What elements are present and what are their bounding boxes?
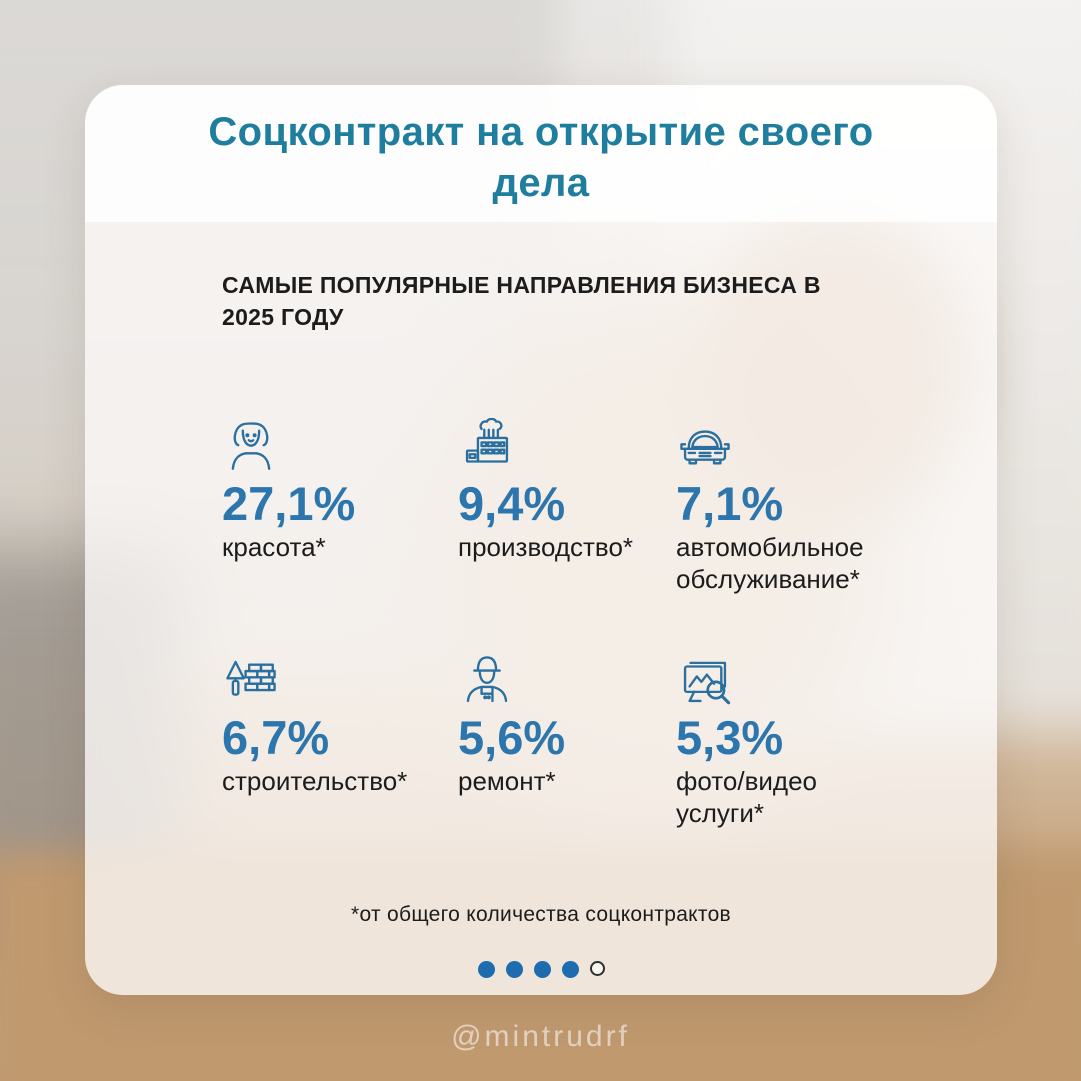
stat-manufacturing: 9,4% производство*	[458, 417, 668, 564]
woman-icon	[222, 418, 280, 476]
stat-value: 27,1%	[222, 477, 356, 530]
stat-auto-service: 7,1% автомобильное обслуживание*	[676, 418, 886, 595]
stat-label: строительство*	[222, 766, 408, 796]
section-subtitle: САМЫЕ ПОПУЛЯРНЫЕ НАПРАВЛЕНИЯ БИЗНЕСА В 2…	[222, 272, 821, 330]
stat-beauty: 27,1% красота*	[222, 418, 432, 564]
page-title: Соцконтракт на открытие своего дела	[208, 110, 874, 206]
stat-label: красота*	[222, 532, 326, 562]
info-card: Соцконтракт на открытие своего дела САМЫ…	[85, 85, 997, 995]
stat-label: производство*	[458, 532, 634, 562]
watermark-handle: @mintrudrf	[451, 1020, 630, 1053]
stat-label: ремонт*	[458, 766, 556, 796]
card-header-band	[85, 85, 997, 222]
pagination-dot-3[interactable]	[533, 961, 551, 978]
pagination-dot-2[interactable]	[505, 961, 523, 978]
pagination-dots	[85, 961, 997, 978]
footnote: *от общего количества соцконтрактов	[350, 903, 732, 926]
factory-icon	[458, 417, 516, 476]
stat-value: 7,1%	[676, 477, 784, 530]
stat-label: автомобильное обслуживание*	[676, 532, 864, 594]
car-icon	[676, 418, 734, 476]
stat-photo-video: 5,3% фото/видео услуги*	[676, 652, 886, 829]
stat-label: фото/видео услуги*	[676, 766, 818, 828]
stat-value: 5,3%	[676, 711, 784, 764]
photo-video-search-icon	[676, 652, 734, 710]
stat-construction: 6,7% строительство*	[222, 652, 432, 798]
pagination-dot-1[interactable]	[477, 961, 495, 978]
stat-value: 9,4%	[458, 477, 566, 530]
stat-repair: 5,6% ремонт*	[458, 652, 668, 798]
stat-value: 6,7%	[222, 711, 330, 764]
pagination-dot-4[interactable]	[561, 961, 579, 978]
bricks-trowel-icon	[222, 652, 280, 710]
pagination-dot-5[interactable]	[589, 961, 605, 976]
stat-value: 5,6%	[458, 711, 566, 764]
worker-icon	[458, 652, 516, 710]
card-body-band	[85, 222, 997, 995]
